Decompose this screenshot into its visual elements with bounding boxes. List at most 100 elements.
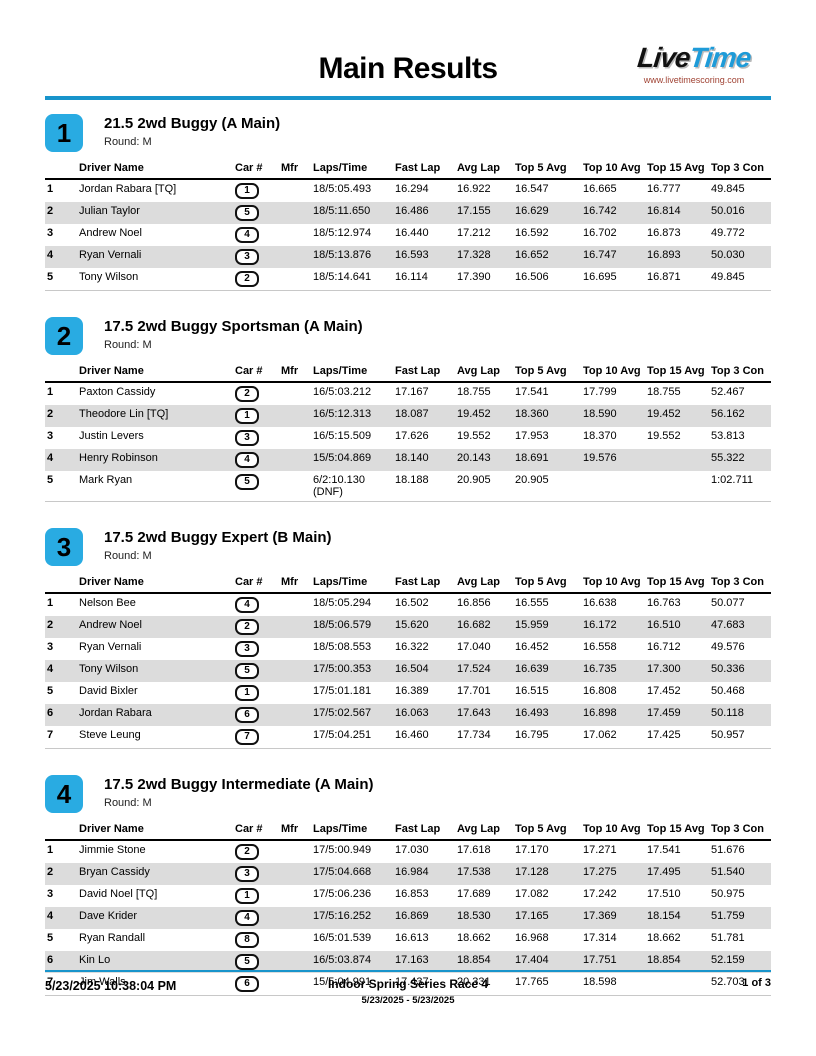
mfr-cell — [279, 382, 311, 405]
fast-lap-cell: 16.460 — [395, 729, 429, 741]
results-header-row: Driver Name Car # Mfr Laps/Time Fast Lap Avg … — [45, 160, 771, 180]
top5-avg-cell: 15.959 — [515, 619, 549, 631]
car-number-cell: 4 — [233, 224, 279, 246]
table-row: 5 Tony Wilson 2 18/5:14.641 16.114 17.390 16.5… — [45, 268, 771, 291]
car-number-chip: 3 — [235, 641, 259, 657]
top5-avg-cell: 16.639 — [515, 663, 549, 675]
driver-name-cell: Ryan Vernali — [79, 641, 142, 653]
section-title: 17.5 2wd Buggy Sportsman (A Main) — [104, 318, 363, 335]
top3-con-cell: 50.016 — [711, 205, 745, 217]
position-cell: 4 — [47, 452, 54, 464]
top10-avg-cell: 16.808 — [583, 685, 617, 697]
position-cell: 7 — [47, 729, 54, 741]
top15-avg-cell: 16.763 — [647, 597, 681, 609]
car-number-cell: 5 — [233, 660, 279, 682]
footer-divider — [45, 970, 771, 972]
top3-con-cell: 51.759 — [711, 910, 745, 922]
car-number-chip: 5 — [235, 954, 259, 970]
avg-lap-cell: 17.390 — [457, 271, 491, 283]
laps-time-cell: 6/2:10.130 (DNF) — [311, 471, 393, 502]
footer-page-number: 1 of 3 — [742, 977, 771, 989]
column-header: Top 3 Con — [709, 821, 771, 841]
car-number-cell: 6 — [233, 704, 279, 726]
race-sections-container: 1 21.5 2wd Buggy (A Main) Round: M Driver N… — [0, 100, 816, 996]
car-number-cell: 1 — [233, 885, 279, 907]
top10-avg-cell: 16.747 — [583, 249, 617, 261]
top10-avg-cell: 18.590 — [583, 408, 617, 420]
race-section: 1 21.5 2wd Buggy (A Main) Round: M Driver N… — [45, 114, 771, 291]
fast-lap-cell: 16.322 — [395, 641, 429, 653]
top3-con-cell: 52.159 — [711, 954, 745, 966]
results-table: Driver Name Car # Mfr Laps/Time Fast Lap Avg … — [45, 574, 771, 749]
top15-avg-cell: 18.154 — [647, 910, 681, 922]
table-row: 2 Andrew Noel 2 18/5:06.579 15.620 16.682 15.9… — [45, 616, 771, 638]
car-number-chip: 3 — [235, 430, 259, 446]
top15-avg-cell: 19.452 — [647, 408, 681, 420]
driver-name-cell: Tony Wilson — [79, 663, 139, 675]
car-number-chip: 1 — [235, 888, 259, 904]
section-titles: 17.5 2wd Buggy Expert (B Main) Round: M — [104, 528, 332, 562]
column-header: Top 5 Avg — [513, 363, 581, 383]
avg-lap-cell: 16.682 — [457, 619, 491, 631]
fast-lap-cell: 17.030 — [395, 844, 429, 856]
section-number-badge: 1 — [45, 114, 83, 152]
driver-name-cell: Kin Lo — [79, 954, 111, 966]
top15-avg-cell: 18.755 — [647, 386, 681, 398]
mfr-cell — [279, 638, 311, 660]
column-header: Car # — [233, 160, 279, 180]
top5-avg-cell: 16.652 — [515, 249, 549, 261]
table-row: 1 Paxton Cassidy 2 16/5:03.212 17.167 18.755 1… — [45, 382, 771, 405]
column-header: Fast Lap — [393, 160, 455, 180]
column-header: Mfr — [279, 574, 311, 594]
driver-name-cell: Jim Walls — [79, 976, 126, 988]
driver-name-cell: Jordan Rabara [TQ] — [79, 183, 177, 195]
car-number-cell: 2 — [233, 840, 279, 863]
table-row: 3 Ryan Vernali 3 18/5:08.553 16.322 17.040 16.… — [45, 638, 771, 660]
table-row: 7 Steve Leung 7 17/5:04.251 16.460 17.734 16.7… — [45, 726, 771, 749]
table-row: 3 David Noel [TQ] 1 17/5:06.236 16.853 17.689… — [45, 885, 771, 907]
driver-name-cell: Andrew Noel — [79, 619, 142, 631]
mfr-cell — [279, 863, 311, 885]
race-section: 4 17.5 2wd Buggy Intermediate (A Main) Rou… — [45, 775, 771, 996]
results-header-row: Driver Name Car # Mfr Laps/Time Fast Lap Avg … — [45, 574, 771, 594]
top3-con-cell: 50.975 — [711, 888, 745, 900]
top15-avg-cell: 17.510 — [647, 888, 681, 900]
top5-avg-cell: 16.968 — [515, 932, 549, 944]
fast-lap-cell: 15.620 — [395, 619, 429, 631]
position-cell: 4 — [47, 910, 54, 922]
car-number-cell: 7 — [233, 726, 279, 749]
section-round-label: Round: M — [104, 136, 152, 148]
column-header: Driver Name — [77, 574, 233, 594]
footer-event-dates: 5/23/2025 - 5/23/2025 — [361, 995, 455, 1006]
laps-time-cell: 18/5:13.876 — [313, 249, 372, 261]
section-header: 4 17.5 2wd Buggy Intermediate (A Main) Rou… — [45, 775, 771, 813]
driver-name-cell: Paxton Cassidy — [79, 386, 156, 398]
mfr-cell — [279, 449, 311, 471]
position-cell: 6 — [47, 954, 54, 966]
car-number-cell: 5 — [233, 202, 279, 224]
fast-lap-cell: 16.593 — [395, 249, 429, 261]
race-section: 2 17.5 2wd Buggy Sportsman (A Main) Round:… — [45, 317, 771, 502]
mfr-cell — [279, 660, 311, 682]
position-cell: 1 — [47, 183, 54, 195]
laps-time-cell: 17/5:16.252 — [313, 910, 372, 922]
driver-name-cell: Henry Robinson — [79, 452, 158, 464]
avg-lap-cell: 17.155 — [457, 205, 491, 217]
table-row: 4 Ryan Vernali 3 18/5:13.876 16.593 17.328 16.… — [45, 246, 771, 268]
top5-avg-cell: 16.629 — [515, 205, 549, 217]
top3-con-cell: 51.676 — [711, 844, 745, 856]
column-header: Fast Lap — [393, 363, 455, 383]
car-number-chip: 5 — [235, 474, 259, 490]
driver-name-cell: Andrew Noel — [79, 227, 142, 239]
laps-time-cell: 18/5:12.974 — [313, 227, 372, 239]
column-header: Driver Name — [77, 821, 233, 841]
column-header: Laps/Time — [311, 160, 393, 180]
car-number-chip: 6 — [235, 976, 259, 992]
column-header: Laps/Time — [311, 363, 393, 383]
column-header: Mfr — [279, 821, 311, 841]
position-cell: 1 — [47, 386, 54, 398]
column-header: Top 15 Avg — [645, 160, 709, 180]
column-header: Top 5 Avg — [513, 574, 581, 594]
top3-con-cell: 53.813 — [711, 430, 745, 442]
